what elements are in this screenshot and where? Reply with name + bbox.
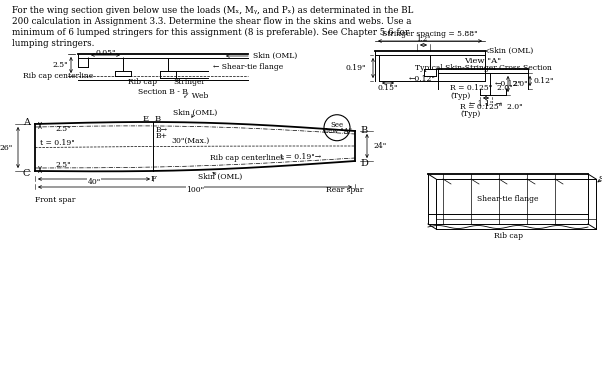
Text: Rear spar: Rear spar — [326, 186, 364, 194]
Text: Rib cap: Rib cap — [128, 78, 157, 86]
Text: Front spar: Front spar — [35, 196, 75, 204]
Text: B→: B→ — [156, 126, 168, 134]
Text: (Typ): (Typ) — [450, 92, 470, 100]
Text: ←0.12": ←0.12" — [495, 80, 522, 88]
Text: D: D — [360, 158, 368, 168]
Text: ↙ Web: ↙ Web — [183, 92, 208, 100]
Text: 30"(Max.): 30"(Max.) — [171, 137, 209, 144]
Text: R = 0.125"  2.0": R = 0.125" 2.0" — [460, 103, 523, 111]
Text: 2.0": 2.0" — [512, 80, 527, 88]
Text: For the wing section given below use the loads (Mₓ, Mᵧ, and Pₓ) as determinated : For the wing section given below use the… — [12, 6, 414, 15]
Text: Rib cap centerlines: Rib cap centerlines — [210, 154, 284, 163]
Text: View "A": View "A" — [321, 127, 353, 135]
Text: F: F — [150, 175, 156, 183]
Text: 0.19": 0.19" — [346, 64, 366, 72]
Text: See: See — [330, 121, 344, 129]
Text: 2.5": 2.5" — [55, 161, 71, 169]
Text: 2.5": 2.5" — [52, 61, 68, 69]
Text: 100": 100" — [186, 186, 204, 194]
Text: ← 1.1" →: ← 1.1" → — [470, 100, 503, 108]
Text: t = 0.19": t = 0.19" — [40, 138, 75, 147]
Text: 200 calculation in Assignment 3.3. Determine the shear flow in the skins and web: 200 calculation in Assignment 3.3. Deter… — [12, 17, 412, 26]
Text: B: B — [360, 126, 367, 135]
Text: 0.15": 0.15" — [377, 84, 399, 92]
Text: Rib cap: Rib cap — [494, 232, 523, 240]
Text: Section B - B: Section B - B — [138, 88, 188, 96]
Text: E: E — [143, 115, 149, 123]
Text: t = 0.19"→: t = 0.19"→ — [280, 153, 321, 161]
Text: Shear-tie flange: Shear-tie flange — [477, 195, 539, 203]
Text: View "A": View "A" — [464, 57, 501, 65]
Text: lumping stringers.: lumping stringers. — [12, 39, 95, 48]
Text: A: A — [23, 117, 30, 126]
Text: 0.12": 0.12" — [533, 77, 553, 85]
Text: Stringer: Stringer — [598, 175, 602, 183]
Text: B+: B+ — [156, 132, 168, 140]
Text: ← Shear-tie flange: ← Shear-tie flange — [213, 63, 284, 71]
Text: 40": 40" — [87, 178, 101, 186]
Text: C: C — [23, 168, 30, 177]
Text: Typical Skin-Stringer Cross Section: Typical Skin-Stringer Cross Section — [415, 64, 551, 72]
Text: Skin (OML): Skin (OML) — [253, 52, 297, 60]
Text: R = 0.125"  2.0": R = 0.125" 2.0" — [450, 84, 513, 92]
Text: 24": 24" — [373, 142, 386, 150]
Text: 1.2": 1.2" — [416, 35, 431, 43]
Text: 26": 26" — [0, 144, 13, 151]
Text: Skin (OML): Skin (OML) — [173, 109, 217, 116]
Text: Skin (OML): Skin (OML) — [489, 47, 533, 55]
Text: Skin (OML): Skin (OML) — [198, 173, 242, 181]
Text: (Typ): (Typ) — [460, 110, 480, 118]
Text: B: B — [155, 115, 161, 123]
Text: 0.05": 0.05" — [95, 49, 116, 57]
Text: minimum of 6 lumped stringers for this assignment (8 is preferable). See Chapter: minimum of 6 lumped stringers for this a… — [12, 28, 409, 37]
Text: Stringer spacing = 5.88": Stringer spacing = 5.88" — [382, 30, 478, 38]
Text: 2.5": 2.5" — [55, 125, 71, 133]
Text: ←0.12": ←0.12" — [409, 75, 436, 83]
Text: Stringer: Stringer — [173, 78, 205, 86]
Text: Rib cap centerline: Rib cap centerline — [23, 72, 93, 80]
